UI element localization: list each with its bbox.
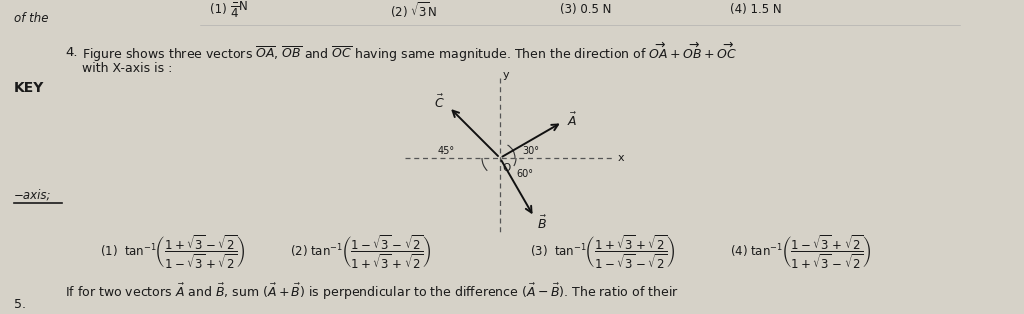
Text: 5.: 5. [14, 299, 26, 311]
Text: If for two vectors $\vec{A}$ and $\vec{B}$, sum $(\vec{A}+\vec{B})$ is perpendic: If for two vectors $\vec{A}$ and $\vec{B… [65, 282, 679, 302]
Text: $\vec{B}$: $\vec{B}$ [538, 214, 547, 231]
Text: (2) $\sqrt{3}$N: (2) $\sqrt{3}$N [390, 0, 437, 20]
Text: (3)  $\tan^{-1}\!\left(\dfrac{1+\sqrt{3}+\sqrt{2}}{1-\sqrt{3}-\sqrt{2}}\right)$: (3) $\tan^{-1}\!\left(\dfrac{1+\sqrt{3}+… [530, 233, 676, 271]
Text: (2) $\tan^{-1}\!\left(\dfrac{1-\sqrt{3}-\sqrt{2}}{1+\sqrt{3}+\sqrt{2}}\right)$: (2) $\tan^{-1}\!\left(\dfrac{1-\sqrt{3}-… [290, 233, 432, 271]
Text: $\dfrac{\overline{\ }}{4}$N: $\dfrac{\overline{\ }}{4}$N [230, 0, 249, 20]
Text: 4.: 4. [65, 46, 78, 58]
Text: with X-axis is :: with X-axis is : [82, 62, 172, 74]
Text: O: O [502, 163, 510, 173]
Text: y: y [503, 70, 510, 80]
Text: $\vec{A}$: $\vec{A}$ [567, 111, 578, 129]
Text: −axis;: −axis; [14, 188, 51, 202]
Text: of the: of the [14, 12, 48, 24]
Text: KEY: KEY [14, 81, 44, 95]
Text: (4) 1.5 N: (4) 1.5 N [730, 3, 781, 17]
Text: Figure shows three vectors $\overline{OA}$, $\overline{OB}$ and $\overline{OC}$ : Figure shows three vectors $\overline{OA… [82, 41, 737, 63]
Text: (3) 0.5 N: (3) 0.5 N [560, 3, 611, 17]
Text: 60°: 60° [516, 169, 534, 179]
Text: 30°: 30° [522, 146, 539, 156]
Text: (1)  $\tan^{-1}\!\left(\dfrac{1+\sqrt{3}-\sqrt{2}}{1-\sqrt{3}+\sqrt{2}}\right)$: (1) $\tan^{-1}\!\left(\dfrac{1+\sqrt{3}-… [100, 233, 246, 271]
Text: (1): (1) [210, 3, 226, 17]
Text: x: x [618, 153, 625, 163]
Text: $\vec{C}$: $\vec{C}$ [434, 94, 444, 111]
Text: 45°: 45° [438, 146, 455, 156]
Text: (4) $\tan^{-1}\!\left(\dfrac{1-\sqrt{3}+\sqrt{2}}{1+\sqrt{3}-\sqrt{2}}\right)$: (4) $\tan^{-1}\!\left(\dfrac{1-\sqrt{3}+… [730, 233, 871, 271]
